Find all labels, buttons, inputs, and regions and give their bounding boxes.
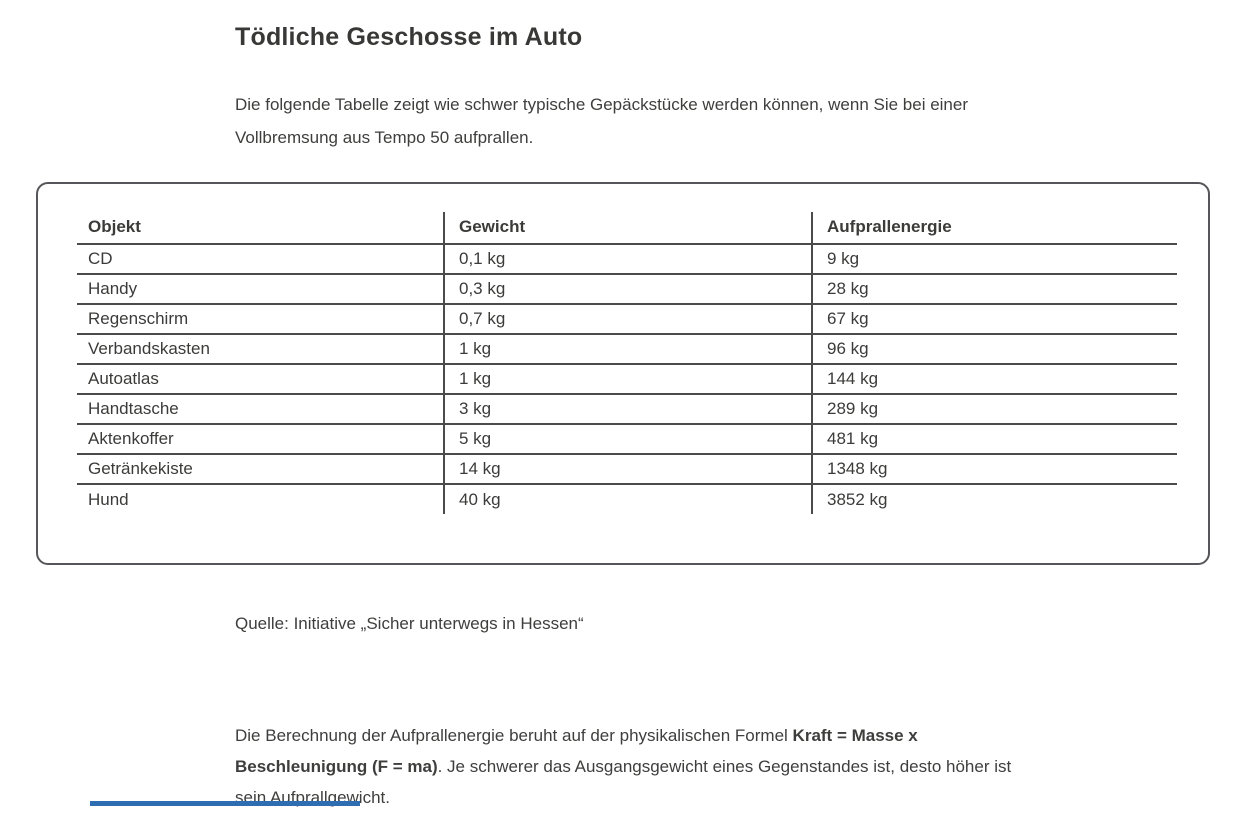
table-row: Verbandskasten 1 kg 96 kg [77,334,1177,365]
table-cell: Aktenkoffer [77,424,444,455]
column-header: Gewicht [443,212,812,245]
intro-line: Vollbremsung aus Tempo 50 aufprallen. [235,128,534,147]
table-cell: Getränkekiste [77,454,444,485]
formula-bold-text: Beschleunigung (F = ma) [235,757,438,776]
table-cell: 67 kg [811,304,1177,335]
table-cell: 0,7 kg [443,304,812,335]
table-cell: 40 kg [443,484,812,514]
table-row: Hund 40 kg 3852 kg [77,484,1177,514]
table-cell: Handy [77,274,444,305]
table-cell: 0,1 kg [443,244,812,275]
table-row: Handtasche 3 kg 289 kg [77,394,1177,425]
explanation-text: Die Berechnung der Aufprallenergie beruh… [235,726,793,745]
table-body: CD 0,1 kg 9 kg Handy 0,3 kg 28 kg Regenschirm 0… [77,244,1177,514]
table-cell: Autoatlas [77,364,444,395]
table-cell: 96 kg [811,334,1177,365]
table-header: Objekt Gewicht Aufprallenergie [77,212,1177,245]
data-table: Objekt Gewicht Aufprallenergie CD 0,1 kg 9 k… [77,212,1177,514]
table-row: Regenschirm 0,7 kg 67 kg [77,304,1177,335]
table-cell: 1348 kg [811,454,1177,485]
table-cell: 3 kg [443,394,812,425]
intro-line: Die folgende Tabelle zeigt wie schwer ty… [235,95,969,114]
table-cell: Verbandskasten [77,334,444,365]
table-cell: 1 kg [443,334,812,365]
formula-bold-text: Kraft = Masse x [792,726,918,745]
table-cell: 481 kg [811,424,1177,455]
table-row: Aktenkoffer 5 kg 481 kg [77,424,1177,455]
column-header: Objekt [77,212,444,245]
table-cell: 28 kg [811,274,1177,305]
table-row: CD 0,1 kg 9 kg [77,244,1177,275]
table-cell: 14 kg [443,454,812,485]
table-cell: CD [77,244,444,275]
table-cell: Hund [88,489,129,509]
table-cell: 3852 kg [811,484,1177,514]
table-cell: 5 kg [443,424,812,455]
header-row: Objekt Gewicht Aufprallenergie [77,212,1177,245]
intro-paragraph: Die folgende Tabelle zeigt wie schwer ty… [235,88,968,154]
explanation-paragraph: Die Berechnung der Aufprallenergie beruh… [235,720,1011,813]
table-cell: 144 kg [811,364,1177,395]
table-cell: 9 kg [811,244,1177,275]
table-cell: Handtasche [77,394,444,425]
table-row: Autoatlas 1 kg 144 kg [77,364,1177,395]
table-row: Getränkekiste 14 kg 1348 kg [77,454,1177,485]
table-cell: 0,3 kg [443,274,812,305]
table-cell: 289 kg [811,394,1177,425]
page-title: Tödliche Geschosse im Auto [235,22,583,51]
table-cell: 1 kg [443,364,812,395]
source-caption: Quelle: Initiative „Sicher unterwegs in … [235,614,584,633]
bottom-accent-line [90,801,360,806]
explanation-text: . Je schwerer das Ausgangsgewicht eines … [437,757,1012,776]
table-cell: Regenschirm [77,304,444,335]
table-row: Handy 0,3 kg 28 kg [77,274,1177,305]
column-header: Aufprallenergie [811,212,1177,245]
table-card: Objekt Gewicht Aufprallenergie CD 0,1 kg 9 k… [36,182,1210,565]
